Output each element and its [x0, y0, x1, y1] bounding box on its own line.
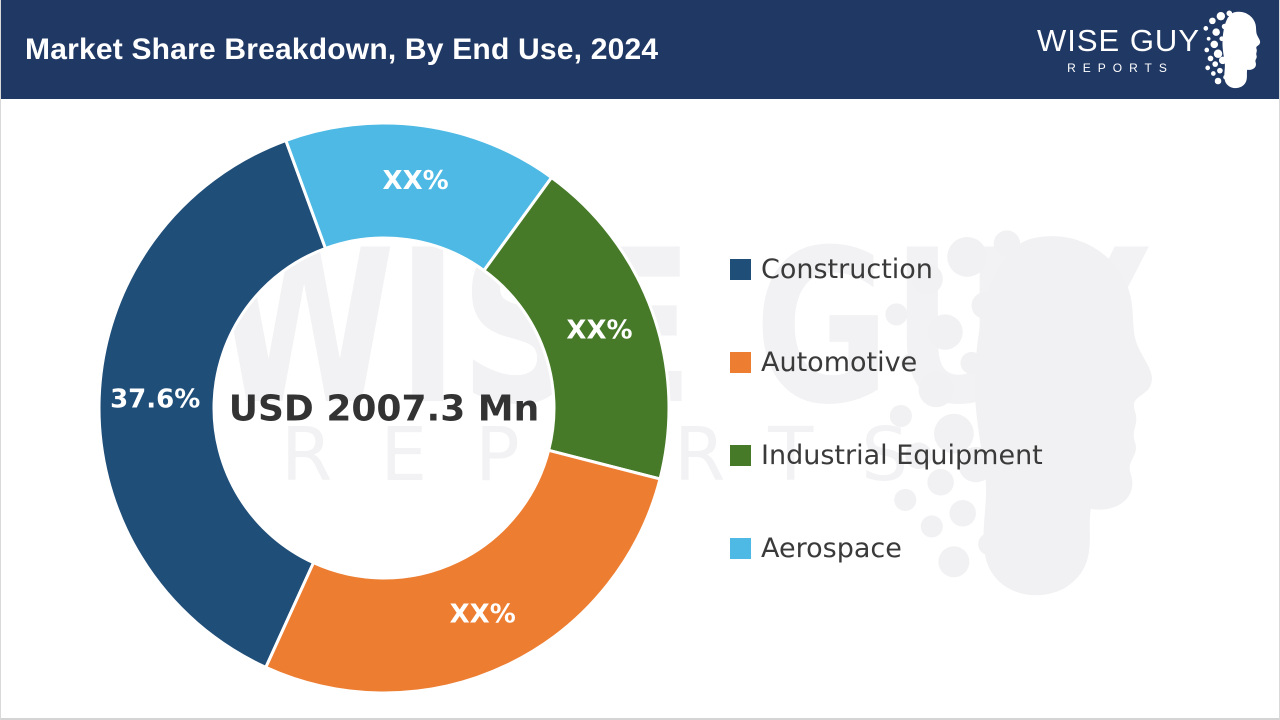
legend-swatch-aerospace [730, 537, 751, 559]
header: Market Share Breakdown, By End Use, 2024… [1, 0, 1279, 99]
brand-logo: WISE GUY REPORTS [1037, 9, 1265, 91]
legend-item-construction: Construction [730, 255, 1043, 283]
donut-segment-automotive [264, 448, 662, 695]
donut-chart: 37.6% XX% XX% XX% [97, 121, 671, 695]
brand-wordmark-line2: REPORTS [1067, 60, 1174, 75]
legend-label-industrial-equipment: Industrial Equipment [761, 439, 1043, 471]
legend-label-aerospace: Aerospace [761, 532, 902, 564]
donut-segment-industrial-equipment [482, 175, 671, 481]
segment-label-industrial-equipment: XX% [566, 316, 632, 346]
donut-segments [97, 121, 671, 695]
legend-item-automotive: Automotive [730, 348, 1043, 376]
legend-item-aerospace: Aerospace [730, 534, 1043, 562]
legend-swatch-industrial-equipment [730, 444, 751, 466]
brand-face-icon [1203, 10, 1261, 88]
brand-wordmark-line1: WISE GUY [1036, 22, 1200, 58]
legend-label-automotive: Automotive [761, 346, 918, 378]
legend-label-construction: Construction [761, 253, 933, 285]
segment-label-automotive: XX% [450, 600, 516, 630]
legend-swatch-construction [730, 258, 751, 280]
legend-swatch-automotive [730, 351, 751, 373]
donut-labels: 37.6% XX% XX% XX% [110, 166, 632, 629]
watermark-head-icon [885, 230, 1152, 596]
legend: Construction Automotive Industrial Equipme… [730, 255, 1043, 562]
donut-segment-construction [97, 138, 327, 669]
segment-label-construction: 37.6% [110, 384, 200, 414]
segment-label-aerospace: XX% [383, 166, 449, 196]
brand-wordmark: WISE GUY REPORTS [1037, 25, 1200, 75]
legend-item-industrial-equipment: Industrial Equipment [730, 441, 1043, 469]
center-value: USD 2007.3 Mn [228, 388, 540, 430]
page-title: Market Share Breakdown, By End Use, 2024 [25, 32, 659, 66]
